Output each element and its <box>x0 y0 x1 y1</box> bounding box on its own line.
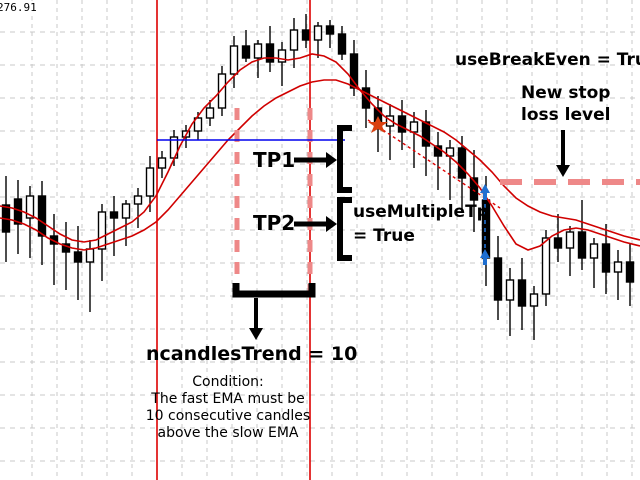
ncandles-arrow-head <box>249 328 263 340</box>
candle-body <box>241 45 251 59</box>
candle-body <box>145 167 155 197</box>
fast-ema-line <box>0 53 640 251</box>
candle-body <box>625 261 635 283</box>
candle-body <box>301 29 311 41</box>
candle-body <box>457 147 467 179</box>
candle-body <box>133 195 143 205</box>
candle-body <box>529 293 539 307</box>
candle-body <box>493 257 503 301</box>
candle-body <box>229 45 239 75</box>
candle-body <box>289 29 299 51</box>
entry-signal-marker <box>368 116 388 133</box>
candle-body <box>397 115 407 133</box>
tp2-arrow-head <box>326 216 337 232</box>
candle-body <box>109 211 119 219</box>
tp1-label: TP1 <box>253 148 296 172</box>
candle-body <box>409 121 419 133</box>
candle-body <box>97 211 107 250</box>
tp1-bracket <box>337 125 352 193</box>
candle-body <box>553 237 563 249</box>
candle-body <box>469 177 479 201</box>
candle-body <box>505 279 515 301</box>
trailing-stop-dotted-line <box>367 119 501 209</box>
candle-body <box>73 251 83 263</box>
candle-body <box>265 43 275 63</box>
candle-body <box>337 33 347 55</box>
slow-ema-line <box>0 79 640 251</box>
candle-body <box>121 203 131 219</box>
candle-body <box>157 157 167 169</box>
tp2-bracket <box>337 197 352 261</box>
candle-body <box>577 231 587 259</box>
price-axis-label: 276.91 <box>0 1 38 14</box>
candle-body <box>601 243 611 273</box>
candle-body <box>541 237 551 295</box>
tp-hit-arrow <box>480 249 490 265</box>
candle-body <box>313 25 323 41</box>
candle-body <box>589 243 599 259</box>
new-stop-loss-label: New stop loss level <box>521 83 611 125</box>
tp-hit-arrow <box>480 184 490 200</box>
candle-body <box>85 248 95 263</box>
candle-body <box>385 115 395 127</box>
candle-body <box>25 195 35 219</box>
candle-body <box>325 25 335 35</box>
condition-label: Condition: The fast EMA must be 10 conse… <box>145 374 311 441</box>
candle-body <box>253 43 263 59</box>
candle-body <box>193 117 203 132</box>
candle-body <box>517 279 527 307</box>
use-break-even-label: useBreakEven = True <box>455 50 640 70</box>
candle-body <box>421 121 431 147</box>
candle-body <box>205 107 215 119</box>
candle-body <box>565 231 575 249</box>
candle-body <box>217 73 227 109</box>
use-multiple-tp-label: useMultipleTp = True <box>353 202 489 246</box>
candle-body <box>37 195 47 237</box>
candle-body <box>277 49 287 63</box>
tp2-label: TP2 <box>253 211 296 235</box>
tp1-arrow-head <box>326 152 337 168</box>
candle-body <box>349 53 359 89</box>
trend-window-bracket <box>232 283 316 298</box>
candle-body <box>613 261 623 273</box>
new-stop-loss-arrow-head <box>556 165 570 177</box>
ncandles-trend-label: ncandlesTrend = 10 <box>146 343 358 365</box>
